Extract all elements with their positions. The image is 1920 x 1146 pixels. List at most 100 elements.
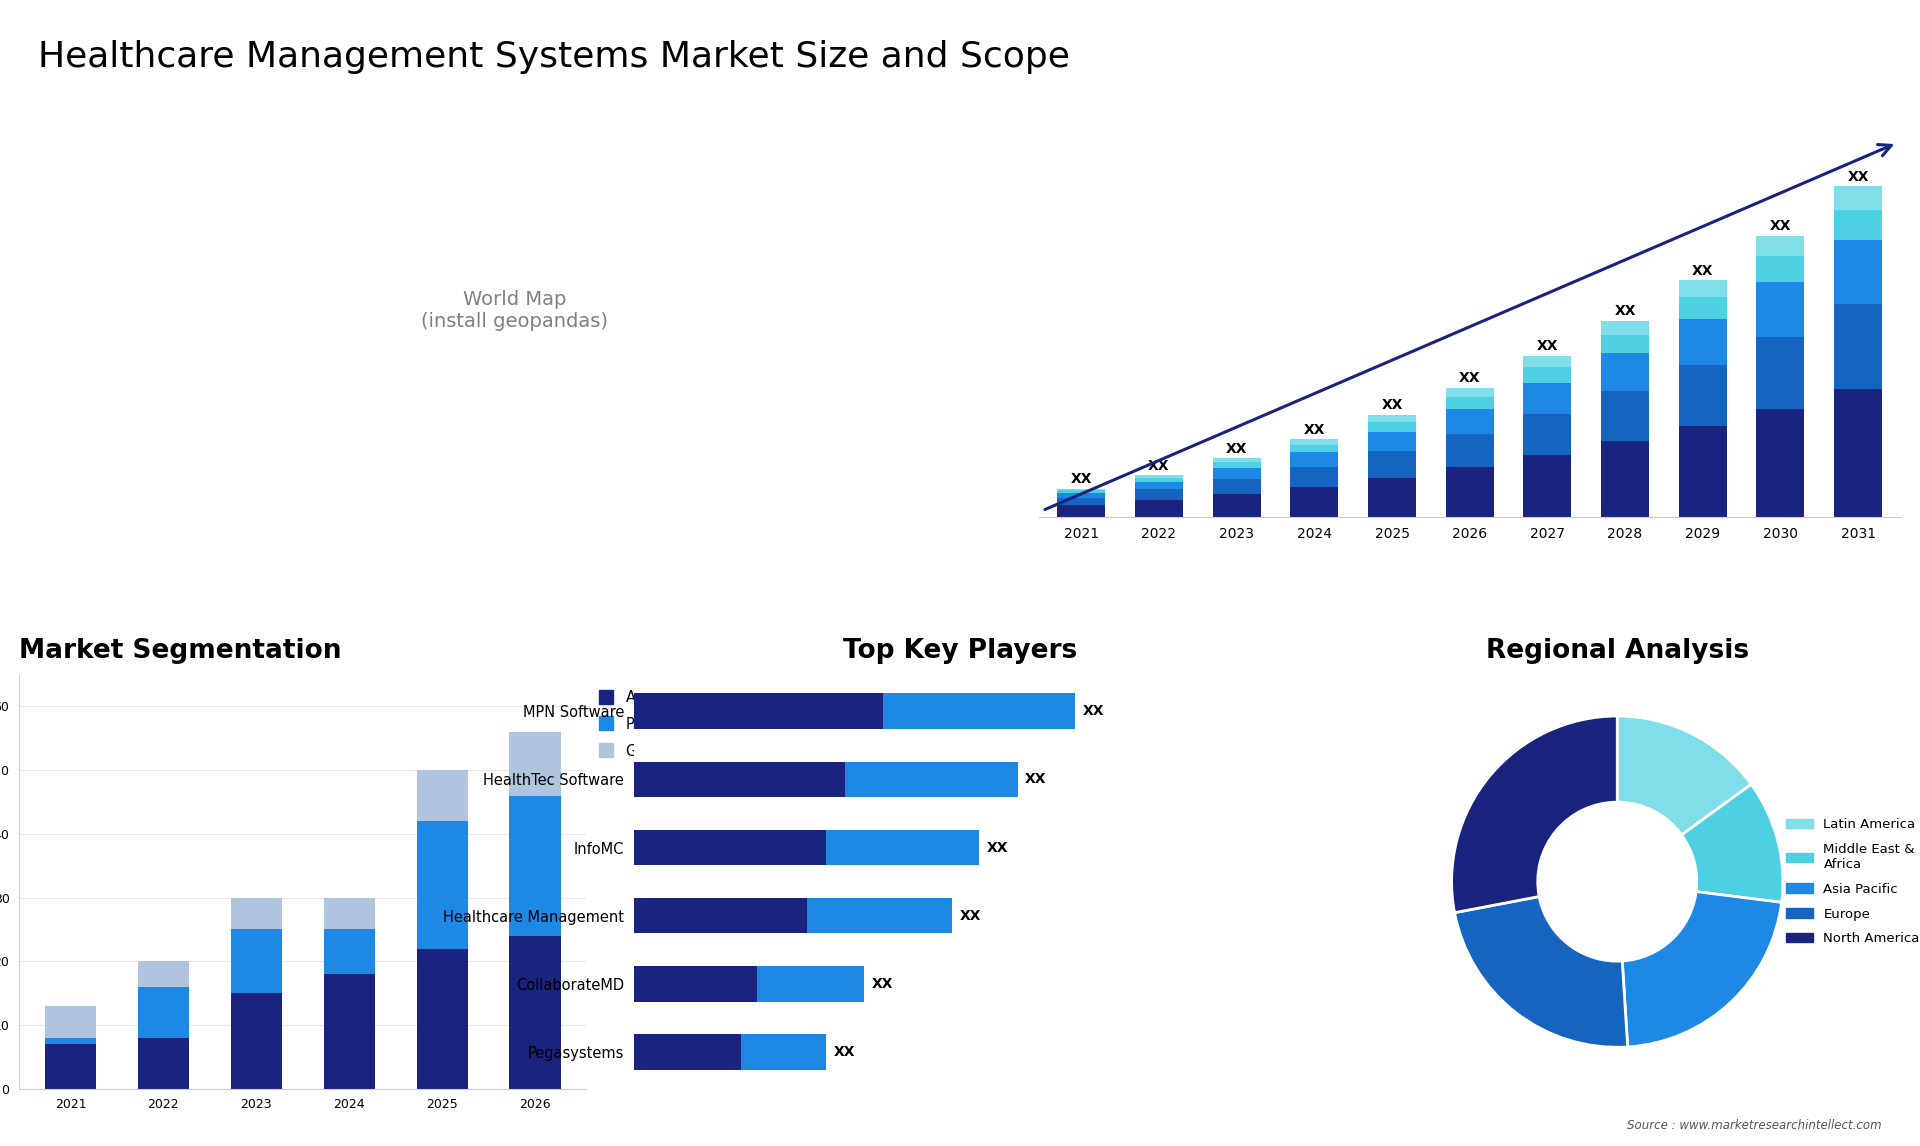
Bar [1834, 304, 1882, 390]
Bar [741, 1035, 826, 1070]
Text: XX: XX [960, 909, 981, 923]
Bar [44, 1044, 96, 1089]
Bar [1058, 497, 1106, 505]
Text: XX: XX [833, 1045, 854, 1059]
Bar [1058, 490, 1106, 493]
Bar [1290, 466, 1338, 487]
Bar [1523, 414, 1571, 455]
Bar [1834, 241, 1882, 304]
Bar [1446, 387, 1494, 397]
Bar [138, 961, 188, 987]
Bar [634, 898, 806, 934]
Bar [756, 966, 864, 1002]
Bar [1601, 353, 1649, 391]
Title: Top Key Players: Top Key Players [843, 638, 1077, 664]
Bar [417, 822, 468, 949]
Bar [417, 949, 468, 1089]
Bar [806, 898, 952, 934]
Bar [1135, 500, 1183, 517]
Text: World Map
(install geopandas): World Map (install geopandas) [422, 290, 609, 331]
Bar [1523, 383, 1571, 414]
Text: XX: XX [872, 976, 893, 991]
Bar [1446, 397, 1494, 409]
Bar [1135, 478, 1183, 482]
Bar [1678, 426, 1726, 517]
Bar [1213, 479, 1261, 494]
Bar [1058, 493, 1106, 497]
Bar [324, 929, 374, 974]
Bar [1367, 478, 1417, 517]
Text: XX: XX [1025, 772, 1046, 786]
Bar [1678, 298, 1726, 320]
Bar [826, 830, 979, 865]
Bar [1757, 236, 1805, 256]
Bar [1135, 489, 1183, 500]
Bar [1678, 364, 1726, 426]
Bar [44, 1006, 96, 1038]
Legend: Application, Product, Geography: Application, Product, Geography [599, 690, 707, 759]
Bar [634, 1035, 741, 1070]
Text: XX: XX [1770, 220, 1791, 234]
Bar [1601, 335, 1649, 353]
Bar [1058, 488, 1106, 490]
Bar [1290, 439, 1338, 445]
Bar [845, 762, 1018, 798]
Text: Source : www.marketresearchintellect.com: Source : www.marketresearchintellect.com [1626, 1120, 1882, 1132]
Bar [1834, 390, 1882, 517]
Bar [1523, 368, 1571, 383]
Wedge shape [1452, 716, 1617, 912]
Bar [1367, 452, 1417, 478]
Bar [44, 1038, 96, 1044]
Bar [1678, 320, 1726, 364]
Bar [634, 830, 826, 865]
Bar [230, 994, 282, 1089]
Bar [1135, 476, 1183, 478]
Bar [324, 897, 374, 929]
Text: XX: XX [1536, 339, 1559, 353]
Bar [230, 897, 282, 929]
Bar [509, 795, 561, 936]
Bar [634, 762, 845, 798]
Bar [1290, 452, 1338, 466]
Text: XX: XX [1615, 304, 1636, 319]
Bar [1834, 210, 1882, 241]
Bar [1290, 487, 1338, 517]
Text: Market Segmentation: Market Segmentation [19, 638, 342, 664]
Text: XX: XX [1071, 472, 1092, 486]
Bar [417, 770, 468, 822]
Bar [1678, 281, 1726, 298]
Bar [1523, 455, 1571, 517]
Bar [634, 693, 883, 729]
Bar [883, 693, 1075, 729]
Bar [1601, 321, 1649, 335]
Text: XX: XX [1148, 458, 1169, 473]
Bar [324, 974, 374, 1089]
Text: XX: XX [987, 840, 1008, 855]
Text: XX: XX [1380, 399, 1404, 413]
Bar [138, 1038, 188, 1089]
Bar [230, 929, 282, 994]
Bar [1601, 391, 1649, 441]
Bar [1367, 432, 1417, 452]
Wedge shape [1617, 716, 1751, 835]
Text: XX: XX [1225, 441, 1248, 456]
Text: XX: XX [1304, 423, 1325, 437]
Bar [1213, 494, 1261, 517]
Title: Regional Analysis: Regional Analysis [1486, 638, 1749, 664]
Text: XX: XX [1847, 170, 1868, 183]
Text: XX: XX [1692, 264, 1713, 278]
Bar [509, 732, 561, 795]
Bar [1446, 409, 1494, 434]
Bar [1757, 337, 1805, 409]
Text: XX: XX [1459, 371, 1480, 385]
Bar [1213, 458, 1261, 463]
Bar [1757, 409, 1805, 517]
Bar [1446, 434, 1494, 468]
Bar [1367, 422, 1417, 432]
Bar [138, 987, 188, 1038]
Bar [509, 936, 561, 1089]
Bar [1135, 482, 1183, 489]
Bar [634, 966, 756, 1002]
Bar [1213, 468, 1261, 479]
Bar [1757, 282, 1805, 337]
